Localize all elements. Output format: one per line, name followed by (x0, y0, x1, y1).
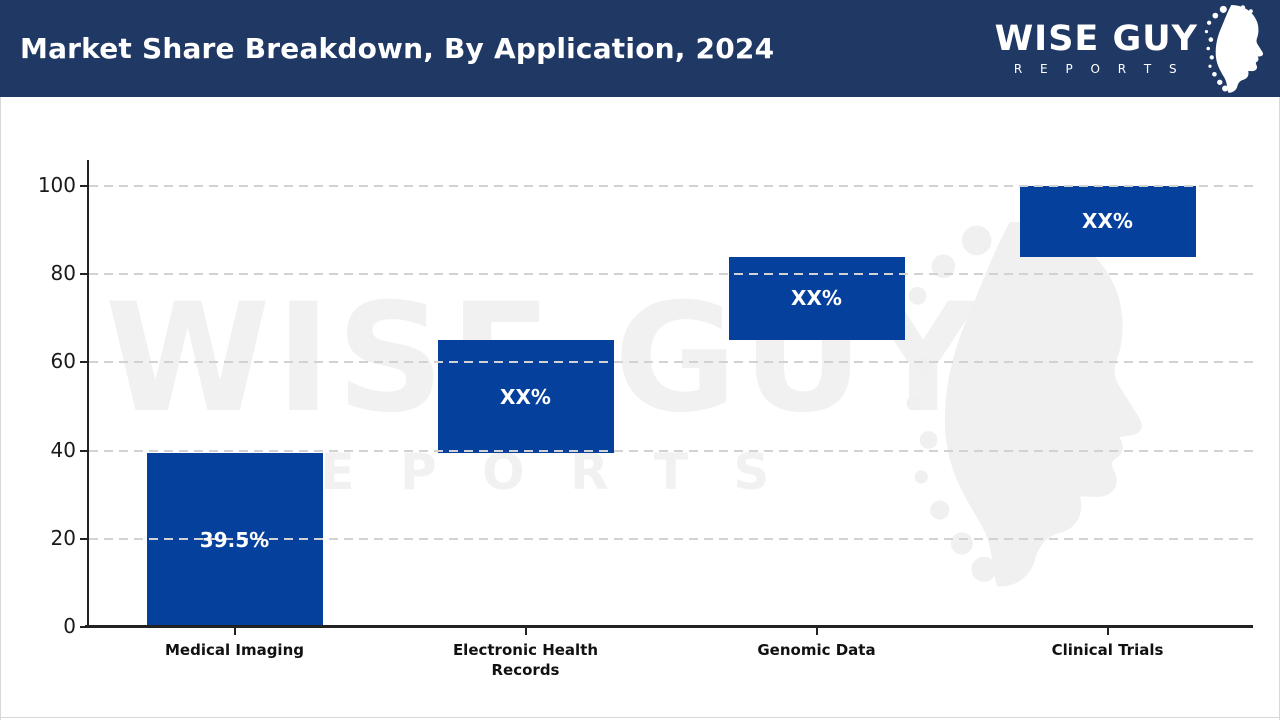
y-tick-20 (80, 537, 88, 540)
bar-value-label-3: XX% (1082, 209, 1133, 234)
header-bar: Market Share Breakdown, By Application, … (0, 0, 1280, 97)
y-tick-label-0: 0 (63, 614, 76, 638)
bar-1 (437, 340, 614, 453)
category-label-0: Medical Imaging (165, 641, 304, 659)
y-tick-0 (80, 626, 88, 628)
gridline-100 (89, 185, 1253, 187)
y-axis-line (87, 160, 89, 627)
bar-value-label-0: 39.5% (199, 527, 270, 552)
gridline-80 (89, 273, 1253, 276)
brand-subtitle: R E P O R T S (1013, 61, 1184, 76)
y-tick-80 (80, 273, 88, 276)
brand-logo: WISE GUY R E P O R T S (995, 4, 1266, 93)
bar-value-label-2: XX% (791, 286, 842, 311)
gridline-60 (89, 361, 1253, 364)
bottom-border (0, 717, 1280, 718)
gridline-40 (89, 449, 1253, 452)
head-profile-icon (1202, 4, 1266, 93)
bar-3 (1019, 186, 1196, 257)
category-label-3: Clinical Trials (1051, 641, 1164, 659)
y-tick-label-80: 80 (50, 261, 76, 286)
brand-logo-text: WISE GUY R E P O R T S (994, 18, 1198, 76)
x-tick-2 (815, 628, 818, 635)
y-tick-40 (80, 449, 88, 452)
x-tick-3 (1106, 628, 1109, 635)
y-tick-100 (80, 185, 88, 187)
bar-2 (728, 256, 905, 341)
x-tick-1 (524, 628, 527, 635)
bar-0 (146, 452, 323, 627)
y-tick-label-100: 100 (37, 173, 76, 197)
y-tick-label-60: 60 (50, 349, 76, 374)
brand-name: WISE GUY (994, 18, 1198, 59)
left-border (0, 97, 1, 720)
x-axis-line (85, 625, 1253, 628)
y-tick-label-20: 20 (50, 525, 76, 550)
bar-value-label-1: XX% (500, 384, 551, 409)
category-label-1: Electronic Health Records (452, 641, 599, 680)
x-tick-0 (233, 628, 236, 635)
category-label-2: Genomic Data (757, 641, 876, 659)
y-tick-60 (80, 361, 88, 364)
gridline-20 (89, 537, 1253, 540)
y-tick-label-40: 40 (50, 437, 76, 462)
page-title: Market Share Breakdown, By Application, … (20, 32, 775, 65)
